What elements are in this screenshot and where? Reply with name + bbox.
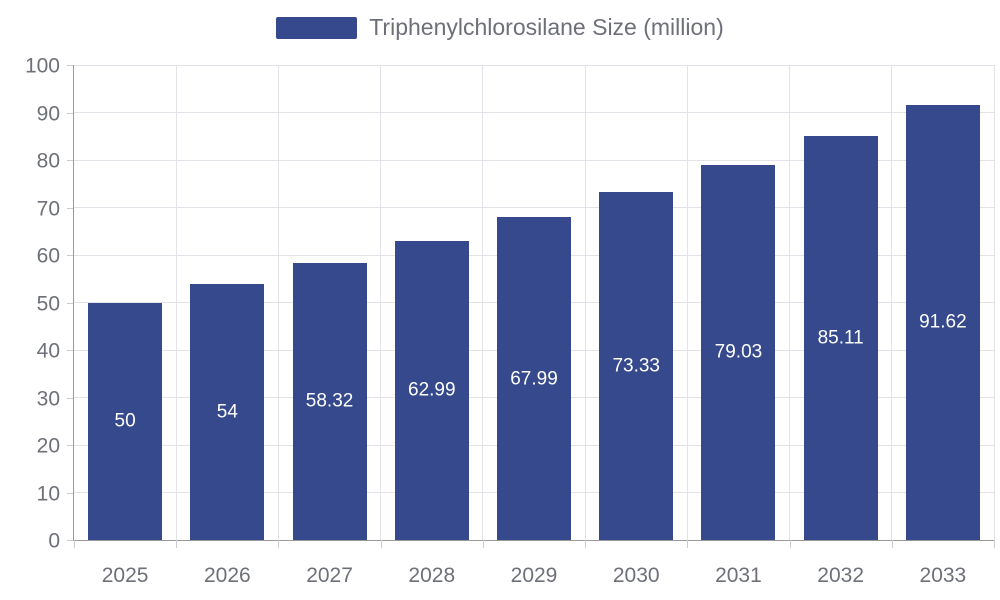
- bar[interactable]: 50: [88, 302, 163, 540]
- y-tick-mark: [67, 65, 73, 66]
- y-gridline: [74, 207, 994, 208]
- bar[interactable]: 58.32: [292, 262, 367, 540]
- legend-swatch-icon: [276, 16, 358, 39]
- y-gridline: [74, 159, 994, 161]
- bar[interactable]: 67.99: [496, 217, 572, 540]
- x-gridline: [993, 65, 995, 540]
- x-gridline: [789, 65, 791, 540]
- x-tick-label: 2032: [817, 564, 865, 587]
- bar[interactable]: 79.03: [701, 164, 776, 540]
- x-tick-label: 2027: [306, 564, 353, 587]
- y-tick-mark: [67, 397, 73, 399]
- y-tick-label: 0: [48, 529, 60, 553]
- y-tick-mark: [67, 160, 73, 161]
- x-tick-mark: [585, 540, 587, 548]
- x-gridline: [584, 65, 586, 540]
- y-tick-label: 100: [24, 54, 60, 78]
- x-tick-mark: [789, 540, 791, 548]
- y-tick-label: 70: [36, 197, 60, 220]
- bar-value-label: 50: [114, 410, 136, 432]
- x-tick-label: 2026: [203, 564, 251, 587]
- bar[interactable]: 73.33: [599, 191, 674, 540]
- bar[interactable]: 91.62: [905, 104, 980, 540]
- x-gridline: [175, 65, 177, 540]
- x-gridline: [482, 65, 484, 540]
- x-tick-mark: [74, 540, 75, 548]
- y-tick-mark: [67, 445, 73, 446]
- y-tick-mark: [67, 255, 73, 256]
- legend-item[interactable]: Triphenylchlorosilane Size (million): [0, 16, 1000, 39]
- bar-value-label: 54: [216, 401, 238, 423]
- x-tick-mark: [482, 540, 484, 548]
- x-axis-line: [73, 540, 994, 541]
- y-tick-label: 60: [36, 244, 60, 268]
- y-tick-mark: [67, 112, 73, 114]
- x-tick-mark: [891, 540, 893, 548]
- bar-value-label: 79.03: [714, 341, 763, 363]
- y-tick-label: 30: [36, 387, 60, 410]
- y-tick-mark: [67, 207, 73, 209]
- x-tick-mark: [380, 540, 382, 548]
- bar-value-label: 62.99: [408, 379, 456, 401]
- legend-label: Triphenylchlorosilane Size (million): [369, 14, 724, 40]
- y-tick-mark: [67, 350, 73, 351]
- y-tick-label: 80: [36, 149, 60, 173]
- bar-value-label: 73.33: [612, 355, 660, 377]
- x-gridline: [380, 65, 382, 540]
- y-tick-mark: [67, 302, 73, 304]
- bar[interactable]: 54: [190, 283, 265, 540]
- bar[interactable]: 85.11: [803, 135, 878, 540]
- y-axis-line: [73, 65, 74, 540]
- y-tick-label: 90: [36, 102, 60, 125]
- x-tick-label: 2029: [510, 564, 558, 587]
- y-tick-label: 50: [36, 292, 60, 315]
- x-tick-mark: [278, 540, 280, 548]
- y-gridline: [74, 64, 994, 66]
- bar[interactable]: 62.99: [394, 240, 469, 540]
- bar-value-label: 85.11: [817, 327, 864, 349]
- y-tick-label: 10: [36, 482, 60, 505]
- bar-value-label: 91.62: [919, 311, 967, 333]
- x-tick-mark: [176, 540, 178, 548]
- y-gridline: [74, 112, 994, 113]
- x-tick-mark: [687, 540, 689, 548]
- x-gridline: [891, 65, 893, 540]
- x-gridline: [277, 65, 279, 540]
- y-tick-label: 20: [36, 434, 60, 458]
- x-tick-label: 2025: [101, 564, 149, 587]
- x-tick-mark: [994, 540, 995, 548]
- y-tick-label: 40: [36, 339, 60, 363]
- x-tick-label: 2028: [408, 564, 456, 587]
- bar-value-label: 67.99: [510, 368, 558, 390]
- x-gridline: [686, 65, 688, 540]
- bar-value-label: 58.32: [305, 390, 354, 412]
- x-tick-label: 2030: [612, 564, 660, 587]
- x-tick-label: 2033: [919, 564, 967, 587]
- y-tick-mark: [67, 492, 73, 494]
- plot-area: 50 54 58.32 62.99 67.99 73.33 79.03 85.11 91.62: [73, 64, 995, 541]
- y-tick-mark: [67, 540, 73, 541]
- x-tick-label: 2031: [715, 564, 762, 587]
